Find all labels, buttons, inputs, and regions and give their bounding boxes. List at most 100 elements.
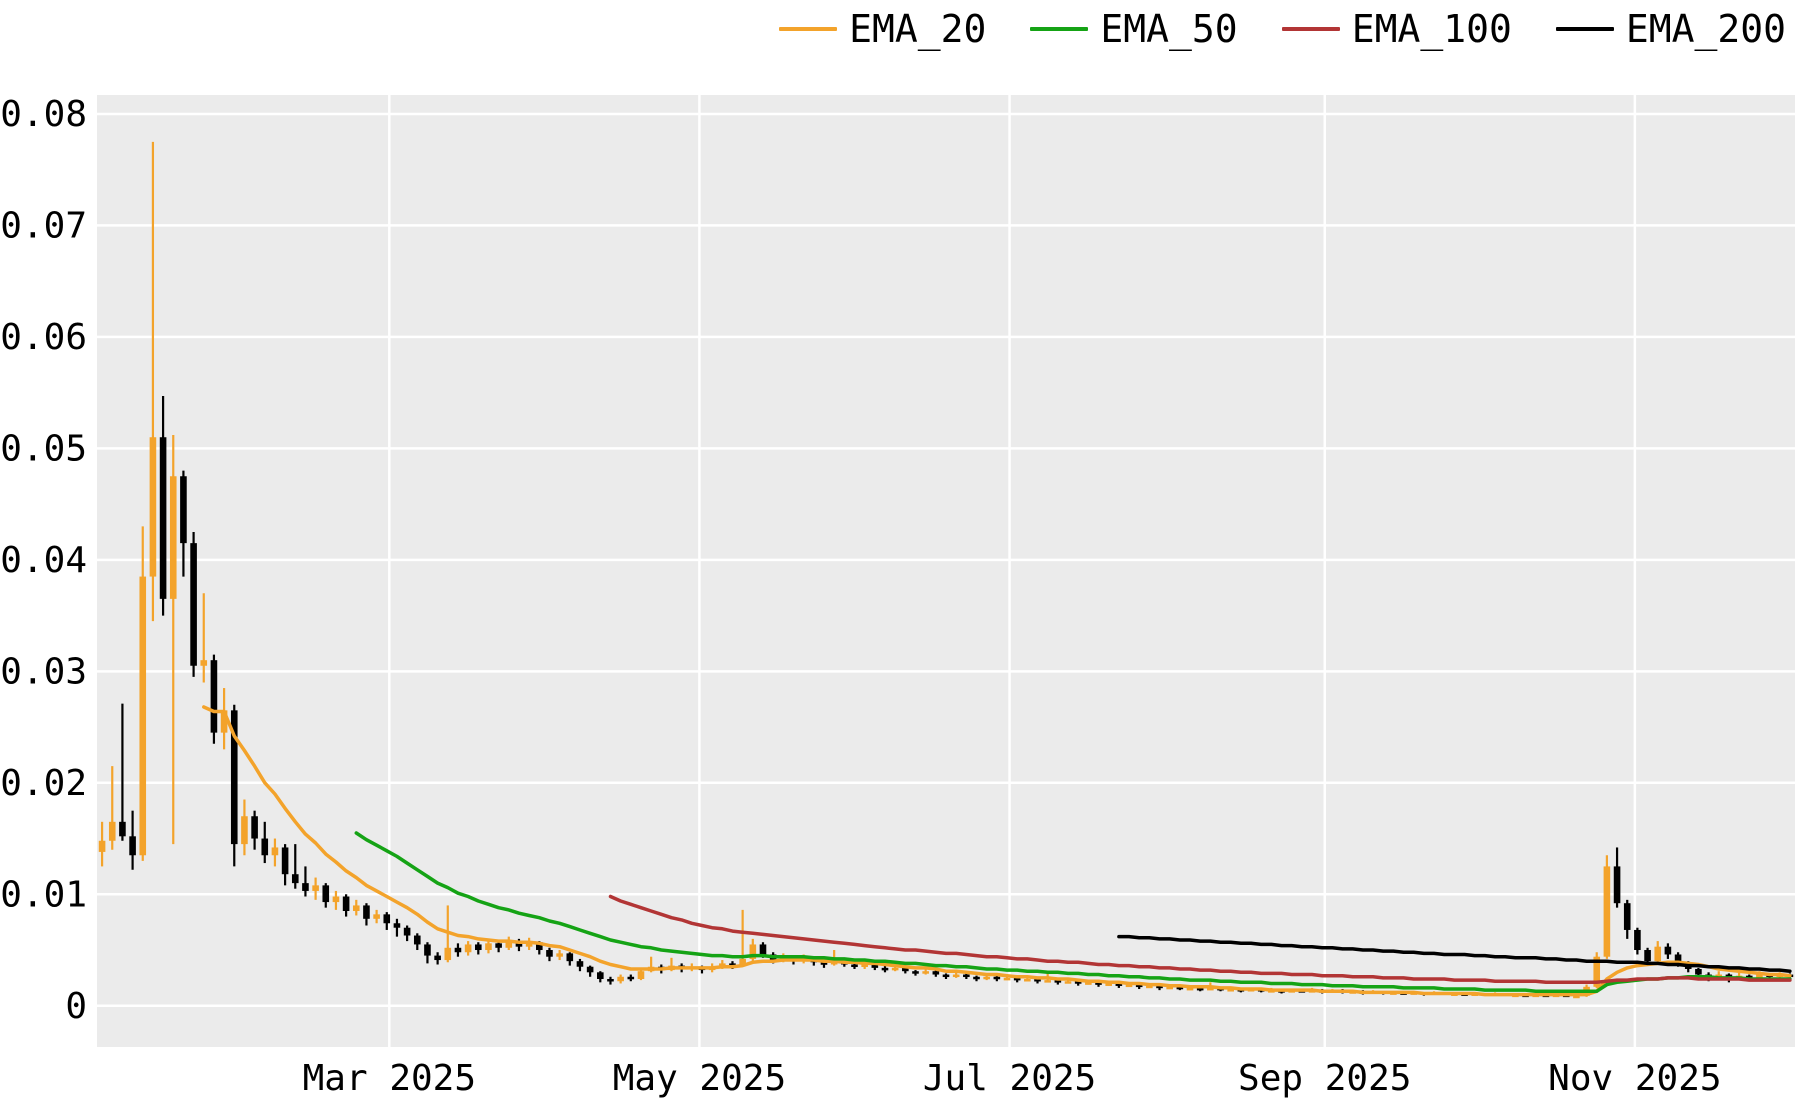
candle-body <box>1125 984 1133 988</box>
candle-body <box>159 437 167 599</box>
legend-label: EMA_50 <box>1100 7 1238 51</box>
candle-body <box>556 953 563 957</box>
candle-body <box>607 979 614 982</box>
candle-body <box>1085 982 1092 985</box>
candle-body <box>942 974 950 978</box>
candle-body <box>1674 954 1682 964</box>
y-tick-label: 0.08 <box>0 94 87 135</box>
y-tick-label: 0 <box>65 986 87 1027</box>
candle-body <box>1573 995 1580 999</box>
candle-body <box>749 944 757 959</box>
candle-body <box>495 943 502 948</box>
legend-label: EMA_200 <box>1625 7 1786 51</box>
candle-body <box>851 964 858 968</box>
y-tick-label: 0.06 <box>0 317 87 358</box>
candle-body <box>881 967 889 971</box>
candle-body <box>251 816 258 839</box>
candle-body <box>1054 980 1062 983</box>
candle-body <box>1146 985 1153 989</box>
candle-body <box>1654 946 1662 962</box>
candle-body <box>464 944 472 953</box>
legend-label: EMA_100 <box>1351 7 1512 51</box>
candle-body <box>169 476 177 599</box>
candle-body <box>271 847 279 856</box>
candle-body <box>1644 950 1651 962</box>
candle-body <box>1695 968 1702 975</box>
candle-body <box>220 710 228 733</box>
candle-body <box>1095 982 1102 985</box>
candle-body <box>424 944 431 956</box>
candle-body <box>505 941 513 948</box>
candle-body <box>413 935 421 945</box>
candle-body <box>230 710 238 845</box>
ema-100-line-swatch-icon <box>1281 27 1340 31</box>
candle-body <box>281 847 289 875</box>
ema-200-line-swatch-icon <box>1555 27 1614 31</box>
candle-body <box>1186 987 1194 991</box>
candle-body <box>190 543 197 666</box>
candle-body <box>617 976 624 982</box>
y-tick-label: 0.04 <box>0 540 87 581</box>
candle-body <box>291 874 299 884</box>
candle-body <box>363 905 370 919</box>
candle-body <box>352 905 360 911</box>
candle-body <box>1074 981 1082 984</box>
candle-body <box>261 838 269 856</box>
candle-body <box>586 966 594 973</box>
candle-body <box>1013 977 1021 981</box>
candle-body <box>820 962 828 965</box>
candle-body <box>525 942 533 947</box>
candle-body <box>932 971 940 975</box>
legend-item-ema-20: EMA_20 <box>779 10 986 48</box>
candle-body <box>1227 989 1234 992</box>
candle-body <box>383 914 391 924</box>
candle-body <box>302 883 309 891</box>
ema-50-line <box>354 831 1792 994</box>
candle-body <box>739 958 746 966</box>
candle-body <box>108 821 116 841</box>
legend-label: EMA_20 <box>849 7 987 51</box>
candle-body <box>566 953 574 962</box>
candle-body <box>1003 977 1011 981</box>
candle-body <box>200 660 208 666</box>
x-tick-label: Sep 2025 <box>1238 1058 1411 1099</box>
candle-body <box>485 943 492 951</box>
candle-body <box>403 927 411 936</box>
candle-body <box>322 885 330 903</box>
candle-body <box>98 840 106 852</box>
candle-body <box>149 437 157 577</box>
ema-100-line <box>608 894 1792 985</box>
candle-body <box>180 476 187 544</box>
candle-body <box>637 971 645 979</box>
x-tick-label: Mar 2025 <box>303 1058 476 1099</box>
candle-body <box>373 914 380 919</box>
candle-body <box>535 942 543 951</box>
candle-body <box>861 964 868 968</box>
candle-body <box>1623 903 1631 930</box>
x-tick-label: Jul 2025 <box>923 1058 1096 1099</box>
candle-body <box>332 896 340 903</box>
candle-body <box>1064 981 1072 984</box>
candle-body <box>241 816 248 845</box>
candle-body <box>1135 984 1143 988</box>
candle-body <box>952 974 960 978</box>
candle-body <box>1034 979 1041 982</box>
candle-body <box>922 971 929 974</box>
y-tick-label: 0.03 <box>0 651 87 692</box>
candle-body <box>393 923 401 928</box>
candle-body <box>139 576 147 856</box>
legend-item-ema-100: EMA_100 <box>1281 7 1512 51</box>
candle-body <box>1196 987 1204 991</box>
candle-body <box>1024 979 1031 982</box>
y-tick-label: 0.01 <box>0 874 87 915</box>
candle-body <box>1593 956 1601 987</box>
candle-body <box>993 976 1001 980</box>
candle-body <box>596 972 604 979</box>
candle-body <box>1613 866 1621 904</box>
candle-body <box>1664 946 1672 955</box>
ema-20-line <box>202 705 1792 997</box>
x-tick-label: Nov 2025 <box>1548 1058 1721 1099</box>
chart-legend: EMA_20 EMA_50 EMA_100 EMA_200 <box>779 10 1786 48</box>
